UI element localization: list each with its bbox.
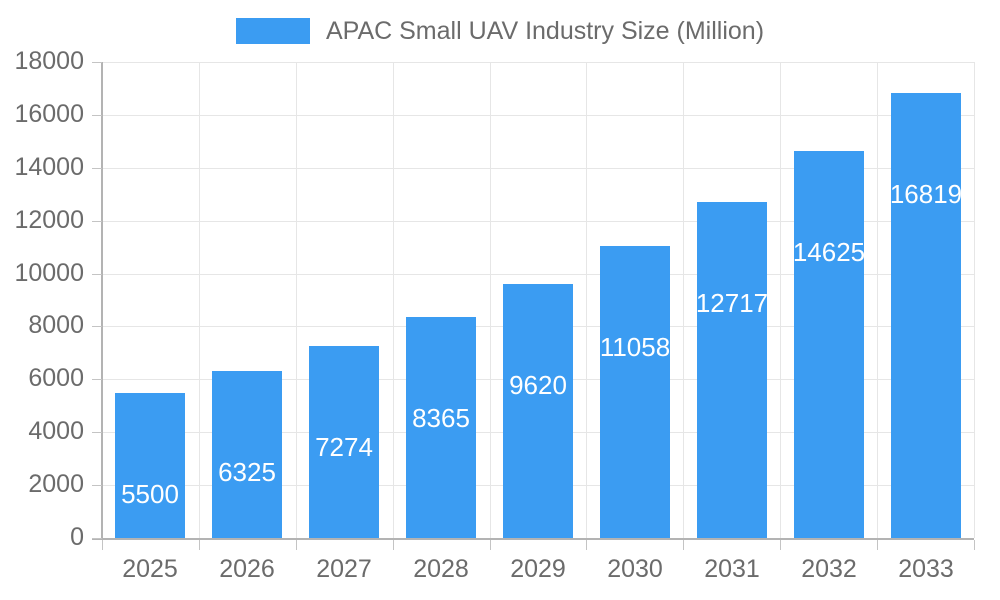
chart-legend: APAC Small UAV Industry Size (Million) [0, 14, 1000, 48]
gridline-vertical [877, 62, 878, 538]
x-axis-tick-mark [586, 540, 587, 550]
plot-area: 5500 6325 7274 8365 9620 11058 12717 14625 16819 [102, 62, 975, 539]
y-axis-tick-mark [92, 326, 102, 327]
y-axis-tick-label: 16000 [14, 100, 84, 128]
x-axis-line [92, 538, 974, 540]
gridline-vertical [683, 62, 684, 538]
x-axis-tick-label: 2026 [219, 555, 275, 583]
x-axis-tick-label: 2032 [801, 555, 857, 583]
y-axis-tick-mark [92, 274, 102, 275]
x-axis-tick-mark [102, 540, 103, 550]
y-axis-tick-mark [92, 485, 102, 486]
gridline-vertical [393, 62, 394, 538]
gridline-horizontal [102, 115, 974, 116]
bar[interactable] [600, 246, 670, 538]
bar[interactable] [891, 93, 961, 538]
y-axis-tick-label: 14000 [14, 153, 84, 181]
y-axis-tick-label: 10000 [14, 259, 84, 287]
bar[interactable] [309, 346, 379, 538]
y-axis-tick-mark [92, 115, 102, 116]
x-axis-tick-mark [393, 540, 394, 550]
x-axis-tick-mark [490, 540, 491, 550]
x-axis-tick-label: 2030 [607, 555, 663, 583]
x-axis-tick-mark [683, 540, 684, 550]
legend-color-swatch-icon [235, 18, 310, 44]
y-axis-tick-mark [92, 432, 102, 433]
y-axis-tick-mark [92, 379, 102, 380]
gridline-vertical [974, 62, 975, 538]
gridline-horizontal [102, 274, 974, 275]
y-axis-tick-label: 6000 [28, 364, 84, 392]
bar-value-label: 11058 [599, 332, 671, 362]
bar[interactable] [503, 284, 573, 538]
bar[interactable] [115, 393, 185, 538]
x-axis-tick-mark [780, 540, 781, 550]
bar-value-label: 7274 [315, 432, 373, 462]
x-axis-tick-label: 2031 [704, 555, 760, 583]
y-axis-line [101, 62, 103, 539]
y-axis-tick-label: 12000 [14, 206, 84, 234]
legend-item-label: APAC Small UAV Industry Size (Million) [325, 16, 765, 45]
x-axis-tick-label: 2028 [413, 555, 469, 583]
gridline-horizontal [102, 168, 974, 169]
gridline-vertical [586, 62, 587, 538]
y-axis-tick-label: 0 [70, 523, 84, 551]
bar[interactable] [697, 202, 767, 538]
x-axis-tick-label: 2027 [316, 555, 372, 583]
y-axis-tick-label: 2000 [28, 470, 84, 498]
x-axis-tick-mark [199, 540, 200, 550]
bar-value-label: 12717 [695, 288, 769, 318]
y-axis-tick-label: 18000 [14, 47, 84, 75]
x-axis-tick-mark [974, 540, 975, 550]
x-axis-tick-mark [877, 540, 878, 550]
gridline-vertical [296, 62, 297, 538]
bar[interactable] [212, 371, 282, 538]
y-axis-tick-mark [92, 221, 102, 222]
bar-value-label: 9620 [509, 370, 567, 400]
gridline-vertical [199, 62, 200, 538]
bar-value-label: 6325 [218, 457, 276, 487]
x-axis-tick-label: 2029 [510, 555, 566, 583]
bar-value-label: 8365 [412, 403, 470, 433]
y-axis-tick-mark [92, 168, 102, 169]
bar-value-label: 16819 [889, 179, 963, 209]
bar-value-label: 14625 [792, 237, 866, 267]
gridline-horizontal [102, 62, 974, 63]
y-axis-tick-mark [92, 538, 102, 539]
gridline-vertical [780, 62, 781, 538]
legend-item-apac-small-uav[interactable]: APAC Small UAV Industry Size (Million) [235, 16, 765, 45]
y-axis-tick-mark [92, 62, 102, 63]
x-axis-tick-label: 2025 [122, 555, 178, 583]
y-axis-tick-label: 8000 [28, 311, 84, 339]
y-axis-tick-label: 4000 [28, 417, 84, 445]
bar[interactable] [406, 317, 476, 538]
bar[interactable] [794, 151, 864, 538]
x-axis-tick-label: 2033 [898, 555, 954, 583]
x-axis-tick-mark [296, 540, 297, 550]
gridline-horizontal [102, 221, 974, 222]
bar-value-label: 5500 [121, 479, 179, 509]
gridline-vertical [490, 62, 491, 538]
